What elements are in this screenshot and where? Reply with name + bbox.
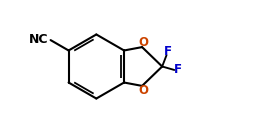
Text: O: O xyxy=(137,84,147,97)
Text: O: O xyxy=(137,36,147,49)
Text: F: F xyxy=(173,63,181,76)
Text: NC: NC xyxy=(28,33,48,46)
Text: F: F xyxy=(164,45,171,58)
